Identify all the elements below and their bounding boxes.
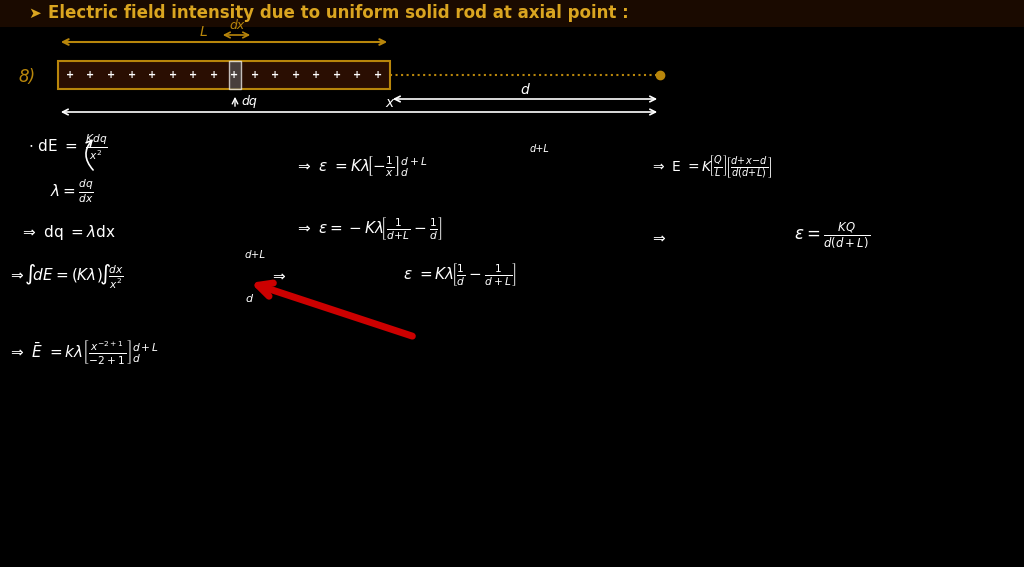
- Text: $\Rightarrow$ E $= K\!\left[\frac{Q}{L}\right]\!\left[\frac{d\!+\!x\!-\!d}{d(d\!: $\Rightarrow$ E $= K\!\left[\frac{Q}{L}\…: [650, 153, 773, 181]
- Text: +: +: [333, 70, 341, 80]
- Text: $\cdot$ dE $=$ $\frac{Kdq}{x^2}$: $\cdot$ dE $=$ $\frac{Kdq}{x^2}$: [28, 132, 108, 162]
- Text: Electric field intensity due to uniform solid rod at axial point :: Electric field intensity due to uniform …: [48, 4, 629, 22]
- Text: +: +: [106, 70, 115, 80]
- Text: $\Rightarrow$: $\Rightarrow$: [270, 268, 287, 282]
- Text: ➤: ➤: [28, 6, 41, 20]
- Text: dx: dx: [229, 19, 245, 32]
- Text: +: +: [251, 70, 259, 80]
- Text: +: +: [189, 70, 198, 80]
- Bar: [58, 61, 390, 89]
- Text: $\Rightarrow$ $\varepsilon = -K\lambda\!\left[\frac{1}{d\!+\!L}-\frac{1}{d}\righ: $\Rightarrow$ $\varepsilon = -K\lambda\!…: [295, 215, 443, 243]
- Text: +: +: [374, 70, 382, 80]
- Text: $\varepsilon = \frac{KQ}{d(d+L)}$: $\varepsilon = \frac{KQ}{d(d+L)}$: [794, 221, 870, 251]
- Text: x: x: [385, 96, 393, 110]
- Text: d+L: d+L: [245, 250, 266, 260]
- Text: +: +: [292, 70, 300, 80]
- Text: dq: dq: [241, 95, 257, 108]
- Text: L: L: [200, 25, 208, 39]
- Bar: [700, 200, 965, 272]
- Text: $\varepsilon$ $= K\lambda\!\left[\frac{1}{d} - \frac{1}{d+L}\right]$: $\varepsilon$ $= K\lambda\!\left[\frac{1…: [403, 261, 517, 289]
- Text: +: +: [169, 70, 177, 80]
- Text: $\Rightarrow$ $\varepsilon$ $= K\lambda\!\left[-\frac{1}{x}\right]_{d}^{d+L}$: $\Rightarrow$ $\varepsilon$ $= K\lambda\…: [295, 155, 428, 179]
- Bar: [229, 61, 241, 89]
- Text: +: +: [128, 70, 135, 80]
- Bar: [0, 0, 1024, 27]
- Text: +: +: [210, 70, 218, 80]
- Text: d+L: d+L: [530, 144, 550, 154]
- Text: +: +: [230, 70, 239, 80]
- Text: $\Rightarrow\!\int\!dE=(K\lambda)\!\int\!\frac{dx}{x^2}$: $\Rightarrow\!\int\!dE=(K\lambda)\!\int\…: [8, 263, 123, 291]
- Text: $\lambda = \frac{dq}{dx}$: $\lambda = \frac{dq}{dx}$: [50, 177, 94, 205]
- Text: +: +: [148, 70, 157, 80]
- Text: +: +: [86, 70, 94, 80]
- Text: 8): 8): [18, 68, 35, 86]
- Text: d: d: [245, 294, 252, 304]
- Text: +: +: [312, 70, 321, 80]
- Text: +: +: [271, 70, 280, 80]
- Text: $\Rightarrow$: $\Rightarrow$: [650, 230, 667, 244]
- Text: +: +: [353, 70, 361, 80]
- Text: d: d: [520, 83, 529, 97]
- Text: $\Rightarrow$ dq $= \lambda$dx: $\Rightarrow$ dq $= \lambda$dx: [20, 222, 116, 242]
- Text: $\Rightarrow$ $\bar{E}$ $= k\lambda\left[\frac{x^{-2+1}}{-2+1}\right]_{d}^{d+L}$: $\Rightarrow$ $\bar{E}$ $= k\lambda\left…: [8, 338, 159, 366]
- Bar: [305, 241, 615, 309]
- Text: +: +: [66, 70, 74, 80]
